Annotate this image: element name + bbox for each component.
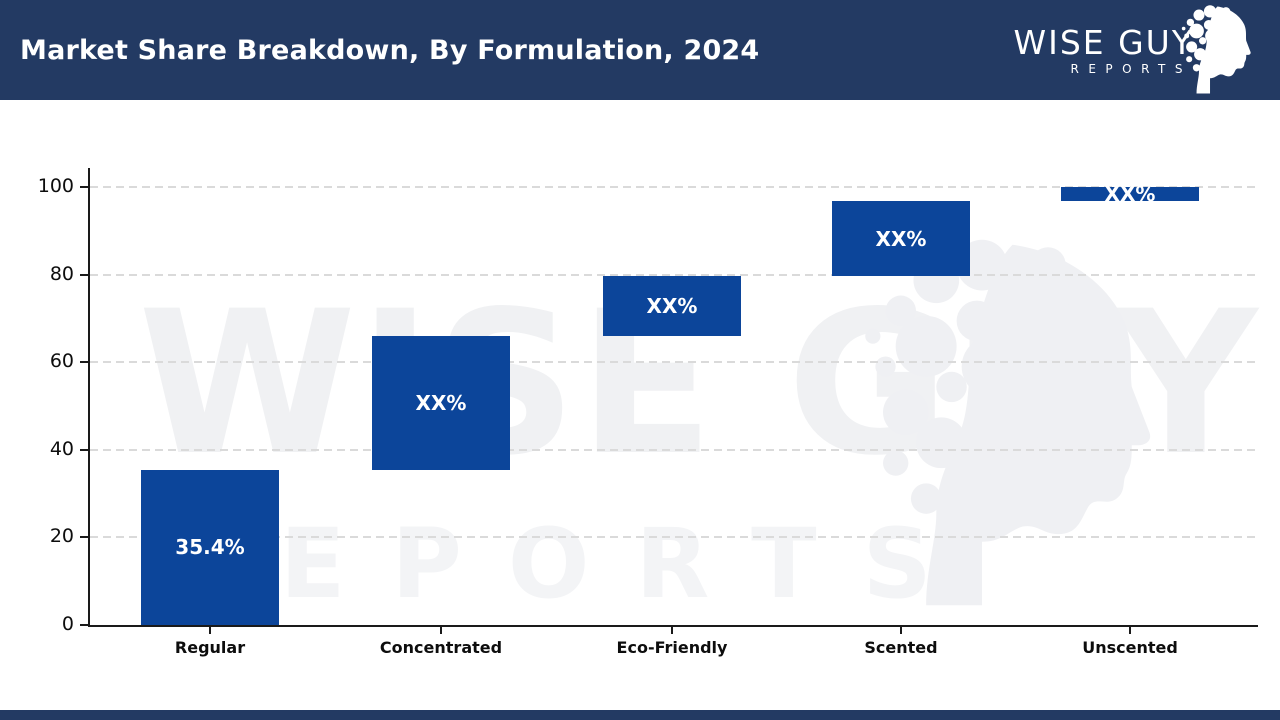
bar-unscented: XX% xyxy=(1061,182,1199,207)
logo-subtitle: REPORTS xyxy=(1070,61,1192,76)
brand-logo: WISE GUY REPORTS xyxy=(1013,4,1266,96)
bar-value-label: XX% xyxy=(415,390,467,415)
bar-value-label: XX% xyxy=(875,226,927,251)
y-tick-label-20: 20 xyxy=(49,525,74,548)
logo-head-icon xyxy=(1181,5,1251,94)
y-tick-label-40: 40 xyxy=(49,437,74,460)
header-banner: Market Share Breakdown, By Formulation, … xyxy=(0,0,1280,100)
y-tick-80 xyxy=(80,273,88,276)
y-tick-label-80: 80 xyxy=(49,262,74,285)
bar-value-label: 35.4% xyxy=(175,535,245,560)
gridline-40 xyxy=(90,448,1256,451)
y-tick-40 xyxy=(80,448,88,451)
bar-regular: 35.4% xyxy=(141,469,279,625)
footer-bar xyxy=(0,710,1280,720)
y-tick-label-60: 60 xyxy=(49,350,74,373)
y-tick-20 xyxy=(80,536,88,539)
y-axis-line xyxy=(88,168,90,627)
watermark-reports-text: REPORTS xyxy=(160,508,978,620)
gridline-100 xyxy=(90,186,1256,188)
x-category-label-regular: Regular xyxy=(174,638,246,657)
x-category-label-scented: Scented xyxy=(864,638,938,657)
gridline-60 xyxy=(90,361,1256,364)
logo-wordmark: WISE GUY xyxy=(1013,22,1194,62)
gridline-80 xyxy=(90,273,1256,276)
bar-scented: XX% xyxy=(832,201,970,276)
x-axis-line xyxy=(88,625,1258,627)
page-title: Market Share Breakdown, By Formulation, … xyxy=(20,34,760,66)
x-tick-1 xyxy=(209,627,211,634)
gridline-20 xyxy=(90,536,1256,539)
y-tick-100 xyxy=(80,186,88,188)
bar-concentrated: XX% xyxy=(372,335,510,470)
y-tick-60 xyxy=(80,361,88,364)
y-tick-0 xyxy=(80,624,88,626)
x-tick-3 xyxy=(671,627,673,634)
bar-eco-friendly: XX% xyxy=(603,275,741,336)
x-tick-2 xyxy=(440,627,442,634)
y-tick-label-100: 100 xyxy=(37,175,74,197)
x-tick-5 xyxy=(1129,627,1131,634)
x-category-label-eco-friendly: Eco-Friendly xyxy=(616,638,728,657)
x-tick-4 xyxy=(900,627,902,634)
y-tick-label-0: 0 xyxy=(61,613,74,635)
bar-value-label: XX% xyxy=(1104,182,1156,207)
x-category-label-concentrated: Concentrated xyxy=(379,638,503,657)
bar-value-label: XX% xyxy=(646,293,698,318)
x-category-label-unscented: Unscented xyxy=(1082,638,1178,657)
